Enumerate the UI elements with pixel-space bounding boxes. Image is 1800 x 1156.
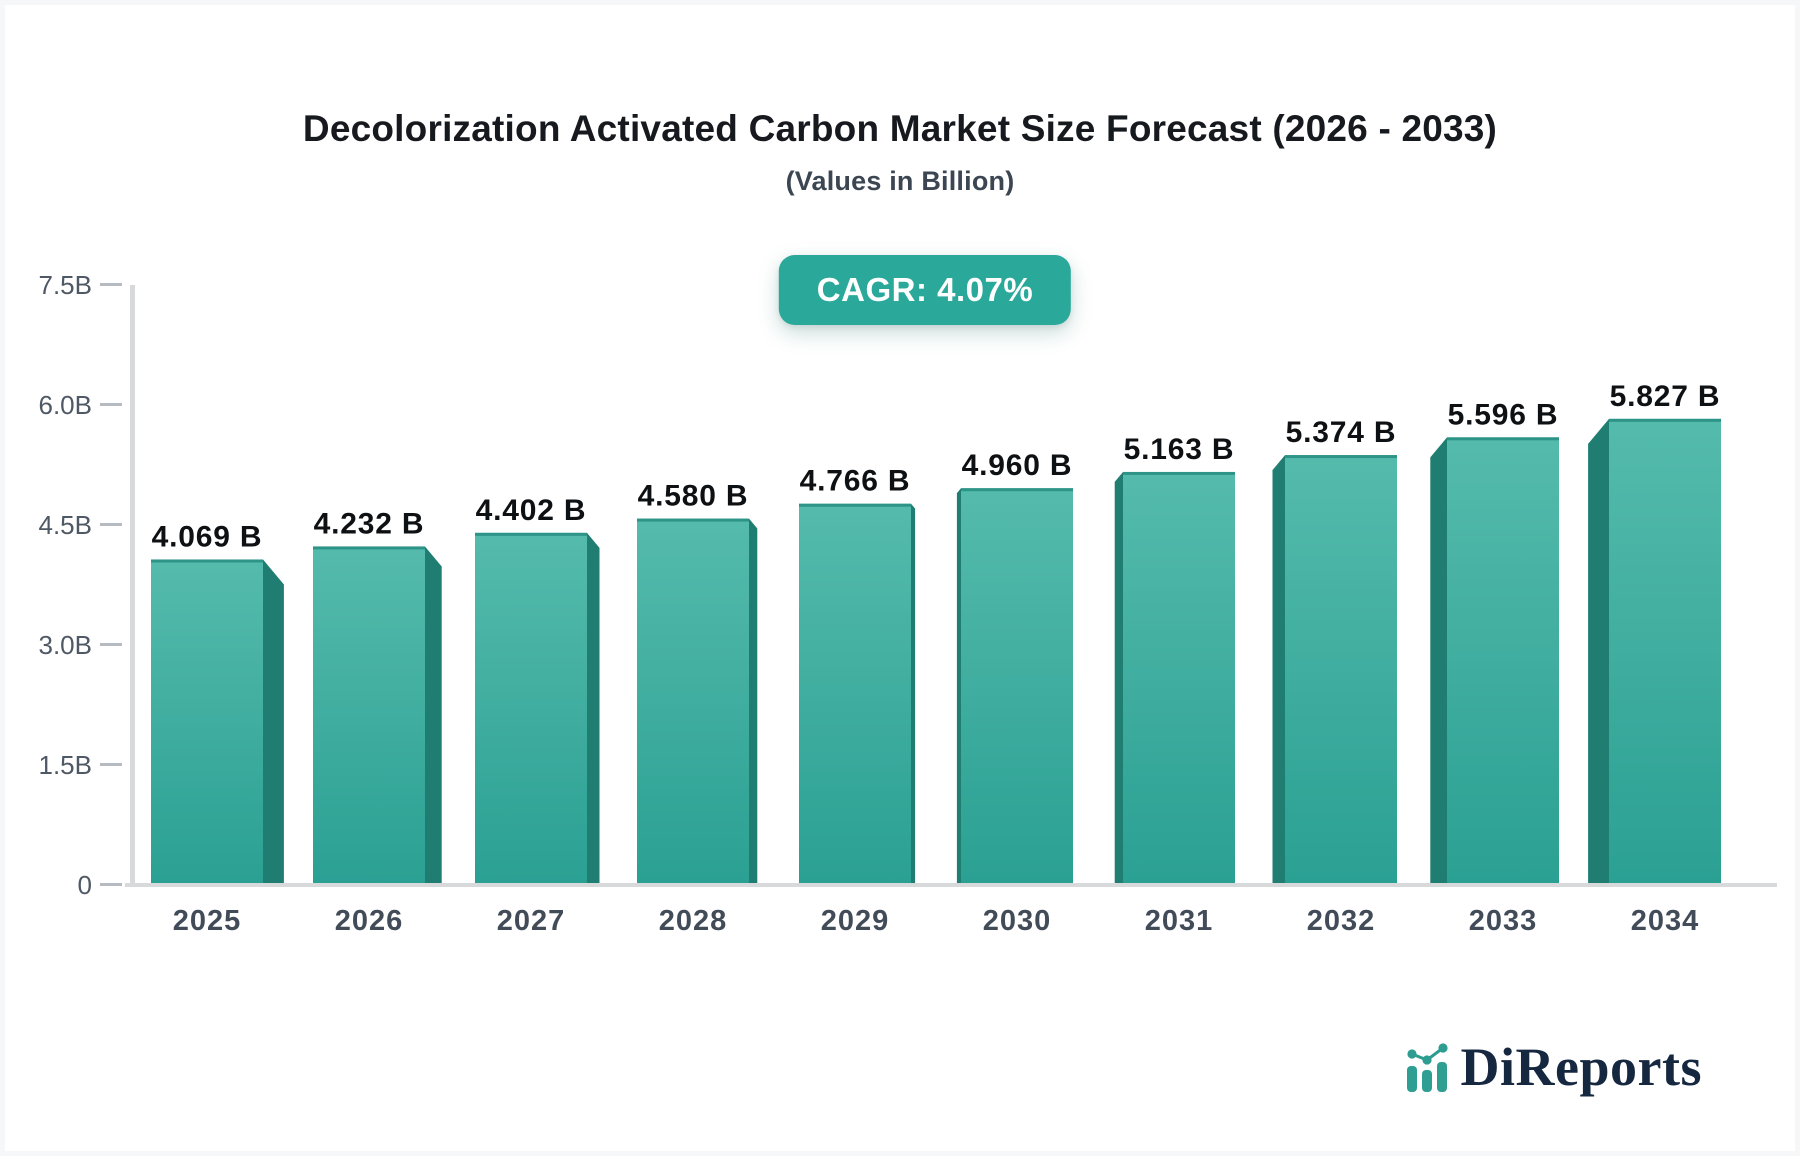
bar-top-edge [1447, 437, 1559, 441]
x-tick-label: 2032 [1307, 905, 1376, 937]
bar-side-2025 [263, 559, 284, 885]
direports-logo: DiReports [1405, 1036, 1702, 1098]
x-tick-label: 2028 [659, 905, 728, 937]
bar-2028 [637, 518, 749, 885]
bar-top-edge [475, 532, 587, 536]
y-tick-dash [100, 763, 122, 766]
bar-2034 [1609, 418, 1721, 885]
bar-side-2027 [587, 532, 600, 885]
x-tick-label: 2031 [1145, 905, 1214, 937]
y-tick-label: 7.5B [39, 270, 93, 300]
x-tick-label: 2029 [821, 905, 890, 937]
bar-value-label: 4.960 B [962, 449, 1073, 482]
chart-title: Decolorization Activated Carbon Market S… [302, 108, 1498, 149]
bar-2031 [1123, 471, 1235, 885]
x-tick-label: 2034 [1631, 905, 1700, 937]
bar-value-label: 5.827 B [1610, 380, 1721, 413]
bar-2032 [1285, 455, 1397, 885]
bar-value-label: 4.766 B [800, 465, 911, 498]
bar-value-label: 5.374 B [1286, 416, 1397, 449]
y-tick-dash [100, 403, 122, 406]
bar-value-label: 4.580 B [638, 480, 749, 513]
chart-header: Decolorization Activated Carbon Market S… [0, 0, 1800, 197]
bar-value-label: 4.232 B [314, 507, 425, 540]
bar-side-2028 [749, 518, 758, 885]
y-tick-dash [100, 643, 122, 646]
mini-bar-chart-icon [1406, 1043, 1448, 1092]
bar-2033 [1447, 437, 1559, 885]
bar-2026 [313, 546, 425, 885]
bar-2029 [799, 503, 911, 885]
bar-top-edge [961, 488, 1073, 492]
bar-side-2033 [1430, 437, 1447, 885]
logo-text: DiReports [1460, 1037, 1702, 1097]
bar-value-label: 4.069 B [152, 520, 263, 553]
bar-2027 [475, 532, 587, 885]
x-tick-label: 2027 [497, 905, 566, 937]
bar-value-label: 5.163 B [1124, 433, 1235, 466]
bar-value-label: 4.402 B [476, 494, 587, 527]
bar-top-edge [151, 559, 263, 563]
y-tick-label: 6.0B [39, 390, 93, 420]
bar-side-2032 [1272, 455, 1285, 885]
bar-2025 [151, 559, 263, 885]
x-tick-label: 2033 [1469, 905, 1538, 937]
x-tick-label: 2025 [173, 905, 242, 937]
chart-subtitle: (Values in Billion) [785, 166, 1015, 196]
bar-top-edge [1123, 471, 1235, 475]
bar-side-2034 [1588, 418, 1609, 885]
x-tick-label: 2026 [335, 905, 404, 937]
y-axis-line [130, 285, 135, 887]
bar-top-edge [1285, 455, 1397, 459]
bar-2030 [961, 488, 1073, 885]
y-tick-label: 4.5B [39, 510, 93, 540]
y-tick-dash [100, 523, 122, 526]
y-tick-label: 3.0B [39, 630, 93, 660]
cagr-badge: CAGR: 4.07% [778, 255, 1072, 325]
y-tick-dash [100, 883, 122, 886]
bar-side-2030 [956, 488, 961, 885]
bar-top-edge [637, 518, 749, 522]
bar-side-2031 [1114, 471, 1123, 885]
bar-value-label: 5.596 B [1448, 398, 1559, 431]
y-tick-label: 0 [78, 870, 92, 900]
y-tick-dash [100, 283, 122, 286]
bar-top-edge [799, 503, 911, 507]
bar-top-edge [1609, 418, 1721, 422]
bar-side-2026 [425, 546, 442, 885]
x-tick-label: 2030 [983, 905, 1052, 937]
x-axis-line [125, 883, 1777, 887]
y-tick-label: 1.5B [39, 750, 93, 780]
bar-top-edge [313, 546, 425, 550]
bar-side-2029 [911, 503, 916, 885]
